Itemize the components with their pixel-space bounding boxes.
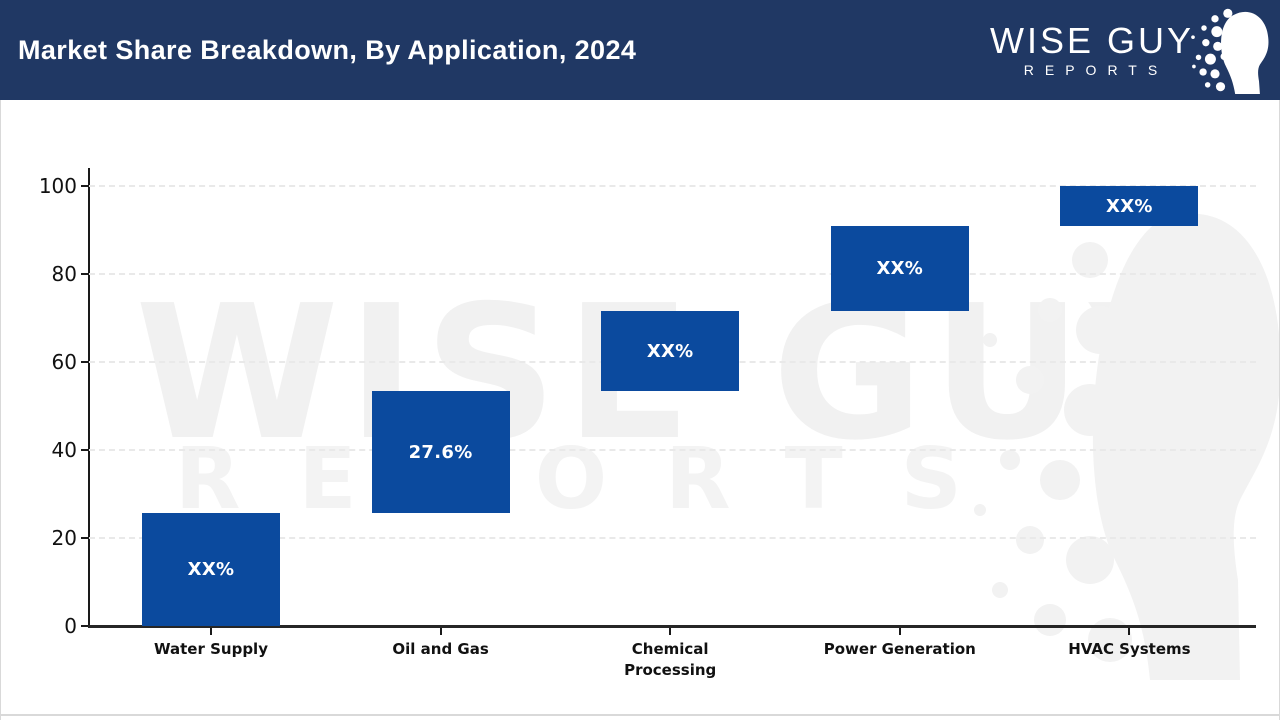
y-axis-line	[88, 168, 90, 628]
y-tick-label-40: 40	[51, 438, 77, 462]
x-tick-label-chemical-processing: Chemical Processing	[624, 640, 717, 679]
x-tick-label-oil-and-gas: Oil and Gas	[392, 640, 489, 658]
header-bar: Market Share Breakdown, By Application, …	[0, 0, 1280, 100]
y-tick-mark-40	[81, 449, 88, 451]
logo-wiseguy-text: WISE GUY	[989, 20, 1194, 61]
logo-reports-text: REPORTS	[1023, 62, 1169, 78]
bar-chemical-processing: XX%	[601, 311, 740, 392]
bar-water-supply: XX%	[142, 512, 280, 626]
bar-value-label-hvac-systems: XX%	[1106, 195, 1153, 217]
gridline-40	[89, 449, 1256, 451]
y-tick-label-0: 0	[64, 614, 77, 638]
y-tick-label-80: 80	[51, 262, 77, 286]
gridline-20	[89, 537, 1256, 539]
x-tick-mark-hvac-systems	[1128, 628, 1131, 635]
logo: WISE GUY REPORTS	[990, 6, 1272, 94]
bar-value-label-water-supply: XX%	[187, 558, 235, 580]
x-tick-mark-oil-and-gas	[439, 628, 442, 635]
chart-area: 0 20 40 60 80 100 XX% Water Supply 27.6% Oil and …	[0, 100, 1280, 716]
x-axis-line	[88, 625, 1256, 628]
y-tick-label-100: 100	[38, 174, 77, 198]
x-tick-label-power-generation: Power Generation	[823, 640, 976, 658]
bar-hvac-systems: XX%	[1060, 186, 1199, 227]
y-tick-mark-0	[81, 625, 88, 627]
x-tick-label-water-supply: Water Supply	[154, 640, 268, 658]
x-tick-mark-chemical-processing	[669, 628, 672, 635]
x-tick-label-hvac-systems: HVAC Systems	[1068, 640, 1191, 658]
gridline-80	[89, 273, 1256, 275]
bar-oil-and-gas: 27.6%	[371, 391, 510, 513]
bar-value-label-power-generation: XX%	[876, 258, 924, 280]
gridline-100	[89, 185, 1256, 187]
y-tick-mark-80	[81, 273, 88, 275]
y-tick-label-60: 60	[51, 350, 77, 374]
x-tick-mark-water-supply	[210, 628, 212, 635]
bar-value-label-oil-and-gas: 27.6%	[408, 441, 473, 463]
y-tick-label-20: 20	[51, 526, 77, 550]
frame-edge-left	[0, 100, 1, 720]
frame-edge-bottom	[0, 714, 1280, 716]
bar-power-generation: XX%	[830, 226, 969, 312]
page-title: Market Share Breakdown, By Application, …	[18, 34, 637, 65]
y-tick-mark-20	[81, 537, 88, 539]
x-tick-mark-power-generation	[898, 628, 901, 635]
y-tick-mark-100	[81, 185, 88, 187]
logo-face-icon	[1191, 8, 1269, 94]
logo-text: WISE GUY REPORTS	[989, 20, 1194, 79]
y-tick-mark-60	[81, 361, 88, 363]
bar-value-label-chemical-processing: XX%	[646, 340, 694, 362]
